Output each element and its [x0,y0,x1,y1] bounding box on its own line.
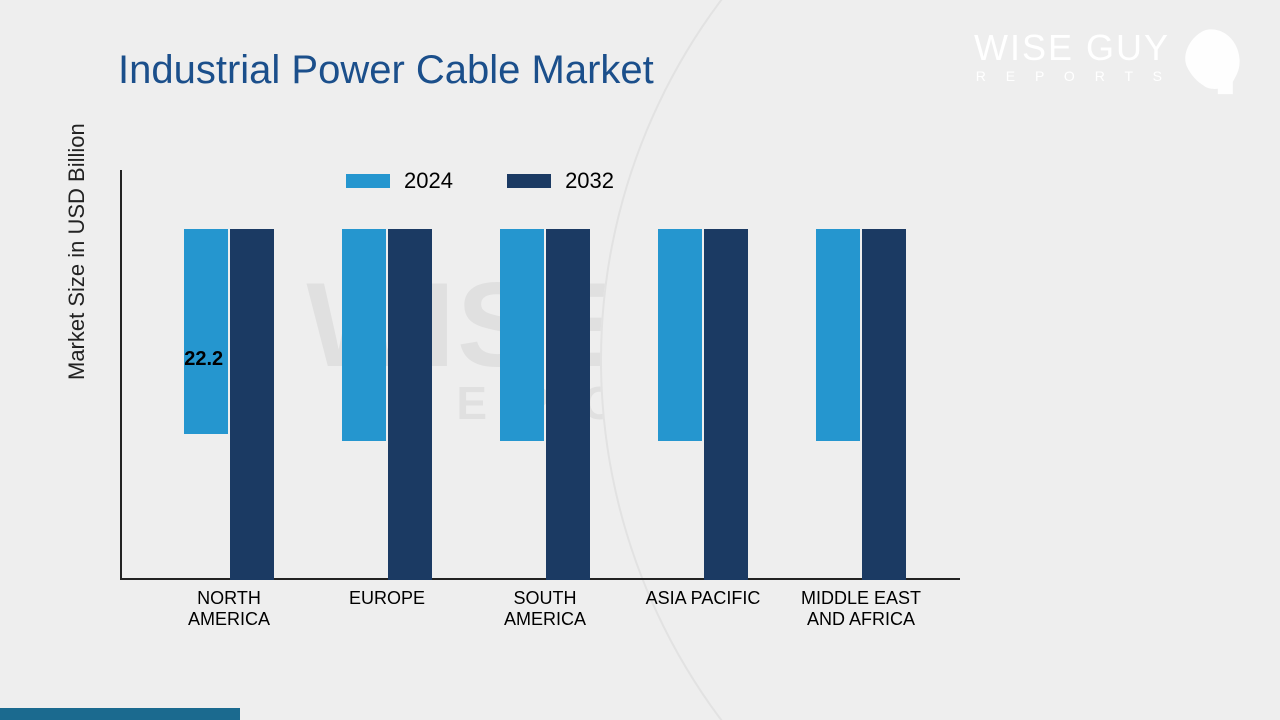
plot-area: 22.2NORTH AMERICA EUROPE SOUTH AMERICA ASIA… [120,210,960,580]
bar-2032 [862,229,906,581]
bar-value-label: 22.2 [184,348,223,371]
footer-accent-bar [0,708,240,720]
bar-2032 [388,229,432,581]
chart-canvas: WISE GUY REPORTS WISE GUY R E P O R T S … [0,0,1280,720]
legend-item-2032: 2032 [507,168,614,194]
bar-group: ASIA PACIFIC [643,229,763,581]
bar-2032 [704,229,748,581]
bar-group: 22.2NORTH AMERICA [169,229,289,581]
legend-item-2024: 2024 [346,168,453,194]
chart-title: Industrial Power Cable Market [118,48,654,93]
category-label: NORTH AMERICA [164,588,294,629]
legend: 2024 2032 [0,168,960,194]
legend-swatch-2032 [507,174,551,188]
brand-head-icon [1176,26,1246,101]
brand-sub: R E P O R T S [974,68,1170,84]
y-axis-label: Market Size in USD Billion [64,123,90,380]
legend-label-2032: 2032 [565,168,614,194]
bar-group: SOUTH AMERICA [485,229,605,581]
bar-group: MIDDLE EAST AND AFRICA [801,229,921,581]
category-label: EUROPE [322,588,452,609]
brand-logo: WISE GUY R E P O R T S [974,30,1170,84]
bar-2024 [816,229,860,442]
bar-2032 [546,229,590,581]
legend-label-2024: 2024 [404,168,453,194]
bar-2024 [500,229,544,442]
category-label: SOUTH AMERICA [480,588,610,629]
legend-swatch-2024 [346,174,390,188]
bar-2032 [230,229,274,581]
bar-2024 [658,229,702,442]
category-label: MIDDLE EAST AND AFRICA [796,588,926,629]
category-label: ASIA PACIFIC [638,588,768,609]
brand-main: WISE GUY [974,30,1170,66]
bar-2024 [184,229,228,434]
bar-group: EUROPE [327,229,447,581]
y-axis-line [120,170,122,580]
bar-2024 [342,229,386,442]
